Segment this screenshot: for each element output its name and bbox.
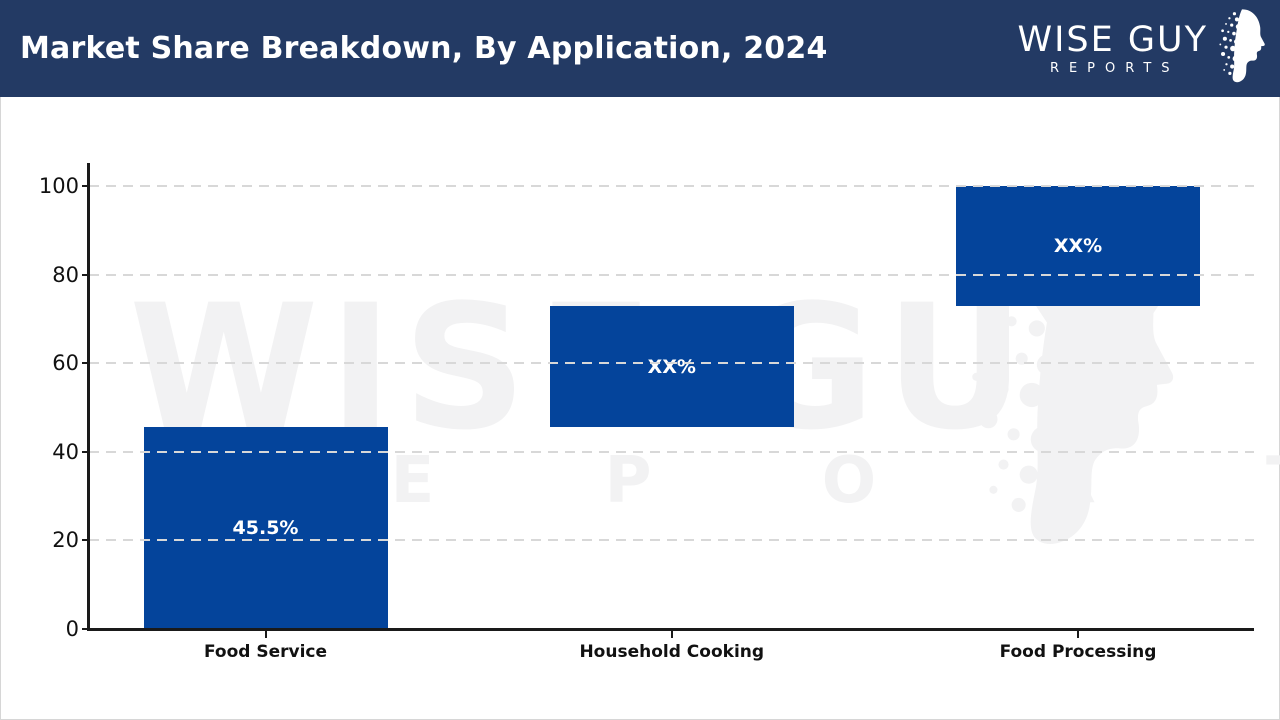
gridline-100 bbox=[89, 185, 1254, 187]
y-axis-line bbox=[87, 163, 90, 631]
header-bar: Market Share Breakdown, By Application, … bbox=[0, 0, 1280, 97]
gridline-60 bbox=[89, 362, 1254, 365]
bar-food-service: 45.5% bbox=[143, 427, 388, 629]
chart-title: Market Share Breakdown, By Application, … bbox=[20, 31, 828, 66]
y-tick-60 bbox=[82, 362, 89, 365]
y-tick-label-100: 100 bbox=[38, 174, 79, 198]
y-tick-label-0: 0 bbox=[65, 617, 79, 641]
x-axis-label-2: Food Processing bbox=[999, 642, 1157, 662]
x-axis-label-0: Food Service bbox=[203, 642, 328, 662]
logo-text: WISE GUY REPORTS bbox=[1017, 19, 1208, 76]
y-tick-label-40: 40 bbox=[52, 439, 79, 464]
x-tick-0 bbox=[264, 630, 267, 638]
y-tick-40 bbox=[82, 450, 89, 453]
logo-face-icon bbox=[1219, 9, 1265, 83]
y-tick-80 bbox=[82, 273, 89, 276]
gridline-40 bbox=[89, 450, 1254, 453]
chart-area: WISE GUY R E P O R T S 02040608010045.5%… bbox=[0, 97, 1280, 720]
y-tick-100 bbox=[82, 185, 89, 187]
x-axis-line bbox=[87, 628, 1254, 631]
y-tick-label-20: 20 bbox=[52, 528, 79, 553]
bar-value-label: XX% bbox=[1053, 235, 1103, 258]
gridline-20 bbox=[89, 539, 1254, 542]
x-tick-1 bbox=[670, 630, 673, 638]
wiseguy-logo: WISE GUY REPORTS bbox=[1017, 8, 1266, 90]
bar-food-processing: XX% bbox=[956, 186, 1200, 307]
y-tick-label-60: 60 bbox=[52, 351, 79, 376]
bar-value-label: XX% bbox=[647, 355, 696, 378]
bar-household-cooking: XX% bbox=[549, 306, 794, 428]
x-tick-2 bbox=[1077, 630, 1079, 638]
y-tick-20 bbox=[82, 539, 89, 542]
bar-value-label: 45.5% bbox=[232, 517, 299, 540]
y-tick-label-80: 80 bbox=[52, 262, 79, 287]
gridline-80 bbox=[89, 273, 1254, 276]
logo-wordmark: WISE GUY bbox=[1017, 19, 1208, 60]
y-tick-0 bbox=[82, 628, 89, 630]
logo-subtitle: REPORTS bbox=[1049, 60, 1180, 76]
x-axis-label-1: Household Cooking bbox=[579, 642, 765, 662]
